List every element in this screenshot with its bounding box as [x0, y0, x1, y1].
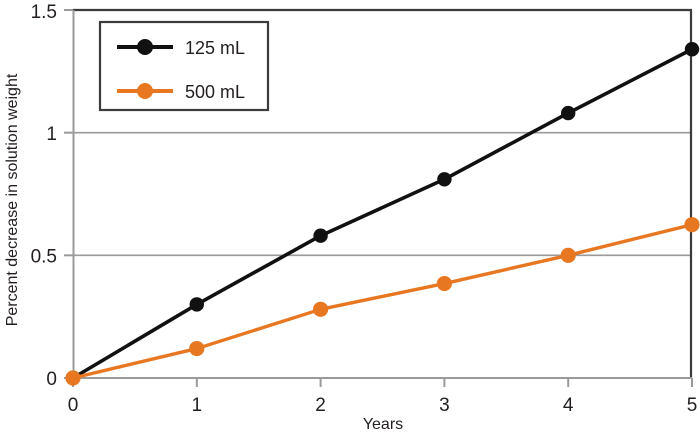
- x-tick-label-2: 2: [315, 395, 326, 416]
- legend-box: [98, 20, 270, 112]
- y-axis-title: Percent decrease in solution weight: [4, 73, 21, 326]
- y-tick-label-0.5: 0.5: [31, 247, 57, 268]
- legend-label-500: 500 mL: [185, 82, 245, 102]
- data-series-layer: [65, 42, 700, 386]
- series-line: [71, 222, 694, 380]
- series-500-ml: [65, 217, 700, 386]
- data-point: [437, 172, 452, 187]
- x-tick-label-3: 3: [439, 395, 450, 416]
- data-point: [189, 340, 205, 357]
- x-tick-label-4: 4: [563, 395, 574, 416]
- x-axis-title: Years: [363, 416, 403, 433]
- legend-entry-500[interactable]: 500 mL: [117, 82, 245, 102]
- data-point: [561, 105, 576, 121]
- data-point: [436, 275, 452, 292]
- x-tick-label-1: 1: [192, 395, 203, 416]
- data-point: [65, 370, 81, 386]
- data-point: [189, 297, 204, 312]
- data-point: [684, 217, 700, 233]
- legend-entry-125[interactable]: 125 mL: [117, 38, 245, 58]
- y-tick-label-1.5: 1.5: [31, 2, 57, 23]
- legend: 125 mL 500 mL: [98, 20, 270, 112]
- data-point: [684, 42, 700, 57]
- legend-label-125: 125 mL: [185, 38, 245, 58]
- data-point: [560, 247, 576, 263]
- y-tick-label-1: 1: [46, 124, 57, 145]
- y-tick-label-0: 0: [46, 369, 57, 390]
- x-tick-label-0: 0: [68, 395, 79, 416]
- series-line: [71, 47, 694, 380]
- legend-swatch-marker-500: [137, 83, 153, 99]
- data-point: [313, 301, 329, 317]
- x-tick-label-5: 5: [687, 395, 698, 416]
- data-point: [313, 228, 328, 243]
- legend-swatch-marker-125: [137, 39, 153, 55]
